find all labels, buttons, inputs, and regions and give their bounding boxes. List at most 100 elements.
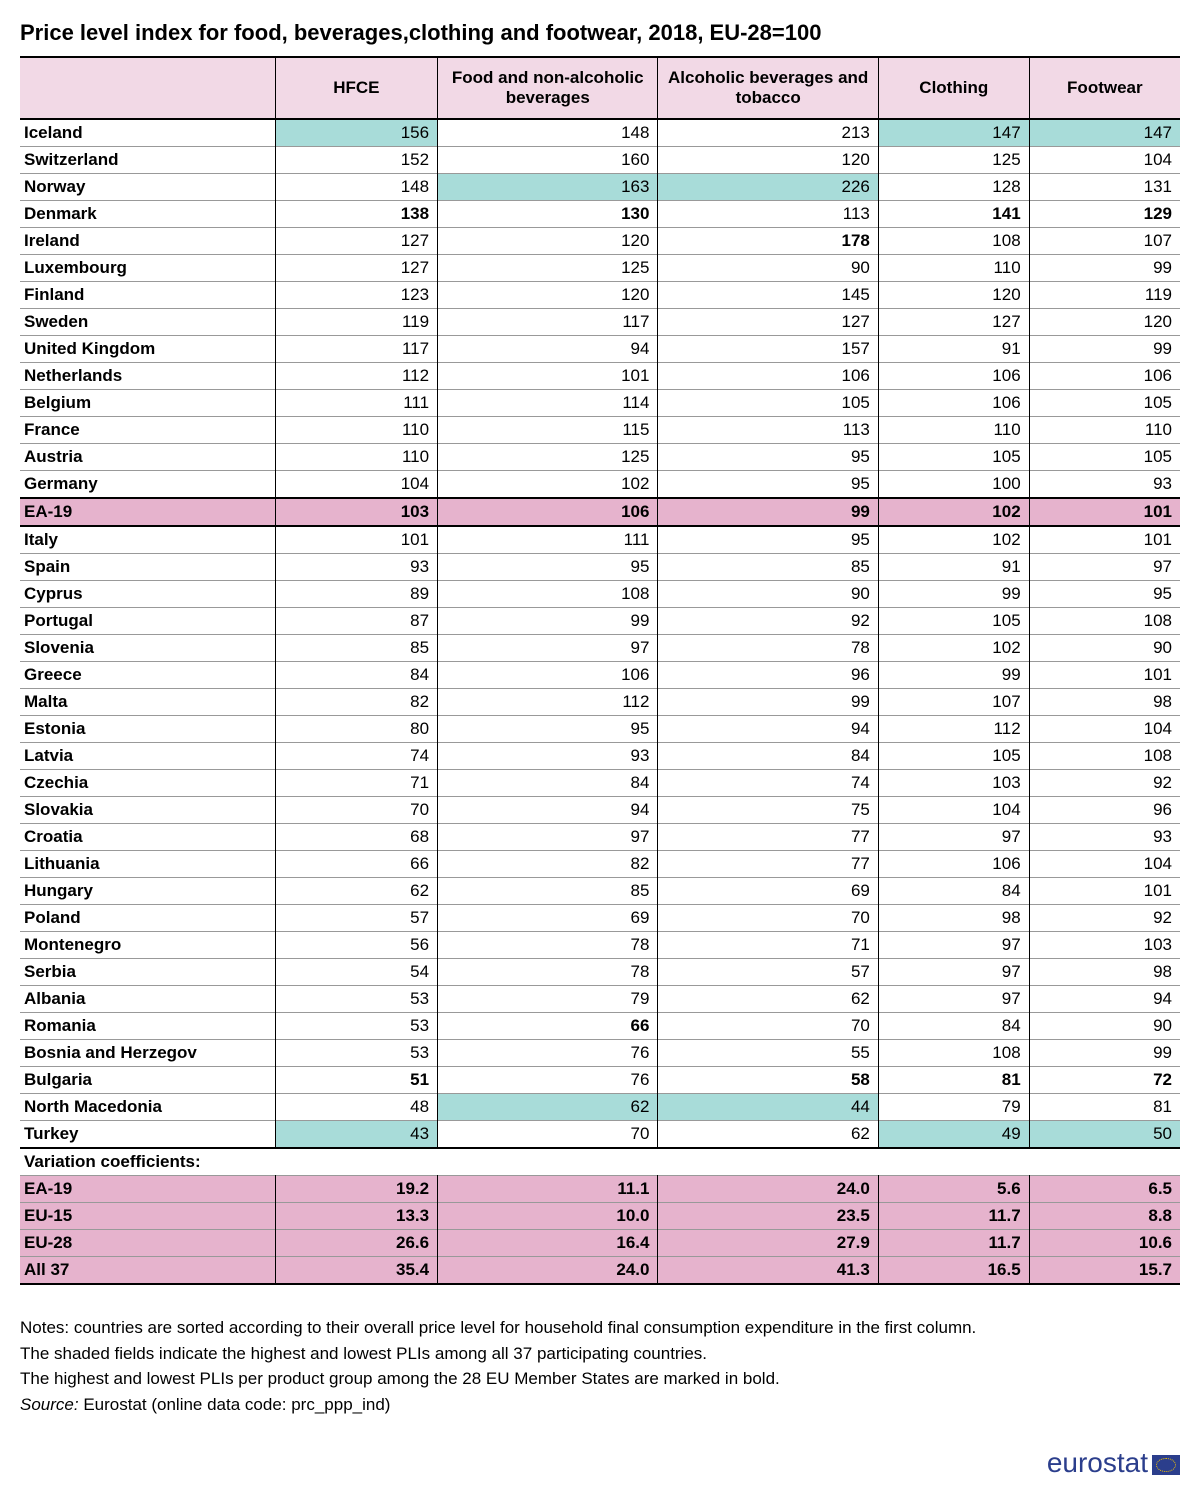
logo-row: eurostat (20, 1447, 1180, 1479)
note-line: The highest and lowest PLIs per product … (20, 1366, 1180, 1392)
table-row: Portugal879992105108 (20, 608, 1180, 635)
table-row: Spain9395859197 (20, 554, 1180, 581)
value-cell: 96 (658, 662, 878, 689)
value-cell: 82 (438, 851, 658, 878)
variation-label-cell: All 37 (20, 1257, 275, 1285)
value-cell: 141 (878, 201, 1029, 228)
table-row: Hungary62856984101 (20, 878, 1180, 905)
column-header: Alcoholic beverages and tobacco (658, 57, 878, 119)
value-cell: 105 (658, 390, 878, 417)
value-cell: 92 (658, 608, 878, 635)
country-cell: Lithuania (20, 851, 275, 878)
value-cell: 130 (438, 201, 658, 228)
value-cell: 90 (1029, 635, 1180, 662)
value-cell: 48 (275, 1094, 437, 1121)
value-cell: 94 (438, 336, 658, 363)
table-row: Netherlands112101106106106 (20, 363, 1180, 390)
value-cell: 148 (275, 174, 437, 201)
variation-row: All 3735.424.041.316.515.7 (20, 1257, 1180, 1285)
table-row: Iceland156148213147147 (20, 119, 1180, 147)
value-cell: 104 (1029, 147, 1180, 174)
country-cell: Iceland (20, 119, 275, 147)
table-row: Finland123120145120119 (20, 282, 1180, 309)
value-cell: 53 (275, 1040, 437, 1067)
table-row: Greece841069699101 (20, 662, 1180, 689)
column-header: Food and non-alcoholic beverages (438, 57, 658, 119)
value-cell: 76 (438, 1040, 658, 1067)
country-cell: North Macedonia (20, 1094, 275, 1121)
country-cell: Latvia (20, 743, 275, 770)
value-cell: 101 (1029, 498, 1180, 526)
value-cell: 84 (878, 878, 1029, 905)
value-cell: 102 (878, 526, 1029, 554)
note-line: The shaded fields indicate the highest a… (20, 1341, 1180, 1367)
table-row: Montenegro56787197103 (20, 932, 1180, 959)
country-cell: Norway (20, 174, 275, 201)
value-cell: 102 (878, 635, 1029, 662)
variation-value-cell: 15.7 (1029, 1257, 1180, 1285)
table-row: Bosnia and Herzegov53765510899 (20, 1040, 1180, 1067)
value-cell: 81 (1029, 1094, 1180, 1121)
value-cell: 105 (878, 444, 1029, 471)
value-cell: 77 (658, 824, 878, 851)
value-cell: 119 (275, 309, 437, 336)
value-cell: 108 (878, 228, 1029, 255)
value-cell: 108 (438, 581, 658, 608)
country-cell: Netherlands (20, 363, 275, 390)
country-cell: United Kingdom (20, 336, 275, 363)
value-cell: 94 (1029, 986, 1180, 1013)
value-cell: 101 (1029, 662, 1180, 689)
table-row: Romania5366708490 (20, 1013, 1180, 1040)
variation-value-cell: 16.4 (438, 1230, 658, 1257)
value-cell: 91 (878, 554, 1029, 581)
value-cell: 81 (878, 1067, 1029, 1094)
value-cell: 128 (878, 174, 1029, 201)
value-cell: 95 (1029, 581, 1180, 608)
value-cell: 125 (438, 444, 658, 471)
variation-row: EU-1513.310.023.511.78.8 (20, 1203, 1180, 1230)
variation-value-cell: 6.5 (1029, 1176, 1180, 1203)
value-cell: 79 (878, 1094, 1029, 1121)
table-header-row: HFCEFood and non-alcoholic beveragesAlco… (20, 57, 1180, 119)
value-cell: 148 (438, 119, 658, 147)
table-row: Belgium111114105106105 (20, 390, 1180, 417)
value-cell: 114 (438, 390, 658, 417)
variation-label-cell: EU-15 (20, 1203, 275, 1230)
country-cell: Spain (20, 554, 275, 581)
value-cell: 99 (1029, 1040, 1180, 1067)
value-cell: 93 (275, 554, 437, 581)
value-cell: 54 (275, 959, 437, 986)
value-cell: 127 (658, 309, 878, 336)
value-cell: 70 (658, 905, 878, 932)
country-cell: Bulgaria (20, 1067, 275, 1094)
value-cell: 103 (1029, 932, 1180, 959)
country-cell: Croatia (20, 824, 275, 851)
value-cell: 99 (658, 689, 878, 716)
table-row: France110115113110110 (20, 417, 1180, 444)
value-cell: 101 (1029, 526, 1180, 554)
country-cell: France (20, 417, 275, 444)
value-cell: 127 (275, 255, 437, 282)
value-cell: 85 (275, 635, 437, 662)
variation-value-cell: 5.6 (878, 1176, 1029, 1203)
table-row: Sweden119117127127120 (20, 309, 1180, 336)
value-cell: 103 (878, 770, 1029, 797)
value-cell: 99 (878, 581, 1029, 608)
value-cell: 97 (1029, 554, 1180, 581)
table-row: Poland5769709892 (20, 905, 1180, 932)
value-cell: 120 (438, 282, 658, 309)
variation-value-cell: 19.2 (275, 1176, 437, 1203)
value-cell: 85 (658, 554, 878, 581)
table-row: Latvia749384105108 (20, 743, 1180, 770)
country-cell: Slovakia (20, 797, 275, 824)
country-cell: Finland (20, 282, 275, 309)
country-cell: Romania (20, 1013, 275, 1040)
value-cell: 97 (438, 824, 658, 851)
table-row: Slovakia70947510496 (20, 797, 1180, 824)
value-cell: 97 (878, 959, 1029, 986)
value-cell: 82 (275, 689, 437, 716)
value-cell: 92 (1029, 770, 1180, 797)
note-line: Notes: countries are sorted according to… (20, 1315, 1180, 1341)
value-cell: 112 (275, 363, 437, 390)
value-cell: 110 (878, 255, 1029, 282)
